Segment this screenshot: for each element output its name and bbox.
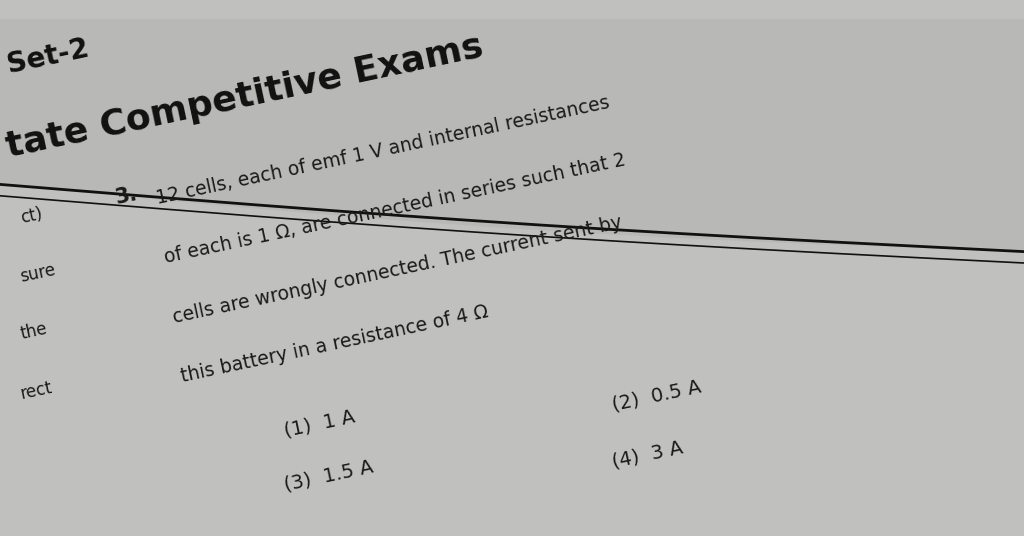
Text: ct): ct) — [18, 205, 44, 227]
Text: of each is 1 Ω, are connected in series such that 2: of each is 1 Ω, are connected in series … — [163, 151, 628, 267]
Text: Set-2: Set-2 — [4, 34, 91, 78]
Text: 3.: 3. — [114, 183, 139, 207]
Text: (4)  3 A: (4) 3 A — [610, 438, 685, 471]
Text: (1)  1 A: (1) 1 A — [283, 407, 357, 441]
Text: rect: rect — [18, 378, 54, 403]
Text: (2)  0.5 A: (2) 0.5 A — [610, 377, 703, 414]
Text: cells are wrongly connected. The current sent by: cells are wrongly connected. The current… — [171, 213, 624, 326]
Text: this battery in a resistance of 4 Ω: this battery in a resistance of 4 Ω — [179, 302, 490, 386]
Text: 12 cells, each of emf 1 V and internal resistances: 12 cells, each of emf 1 V and internal r… — [155, 93, 611, 207]
Text: the: the — [18, 320, 49, 343]
PathPatch shape — [0, 19, 1024, 251]
Text: sure: sure — [18, 261, 57, 286]
Text: (3)  1.5 A: (3) 1.5 A — [283, 457, 376, 495]
Text: tate Competitive Exams: tate Competitive Exams — [3, 29, 486, 163]
